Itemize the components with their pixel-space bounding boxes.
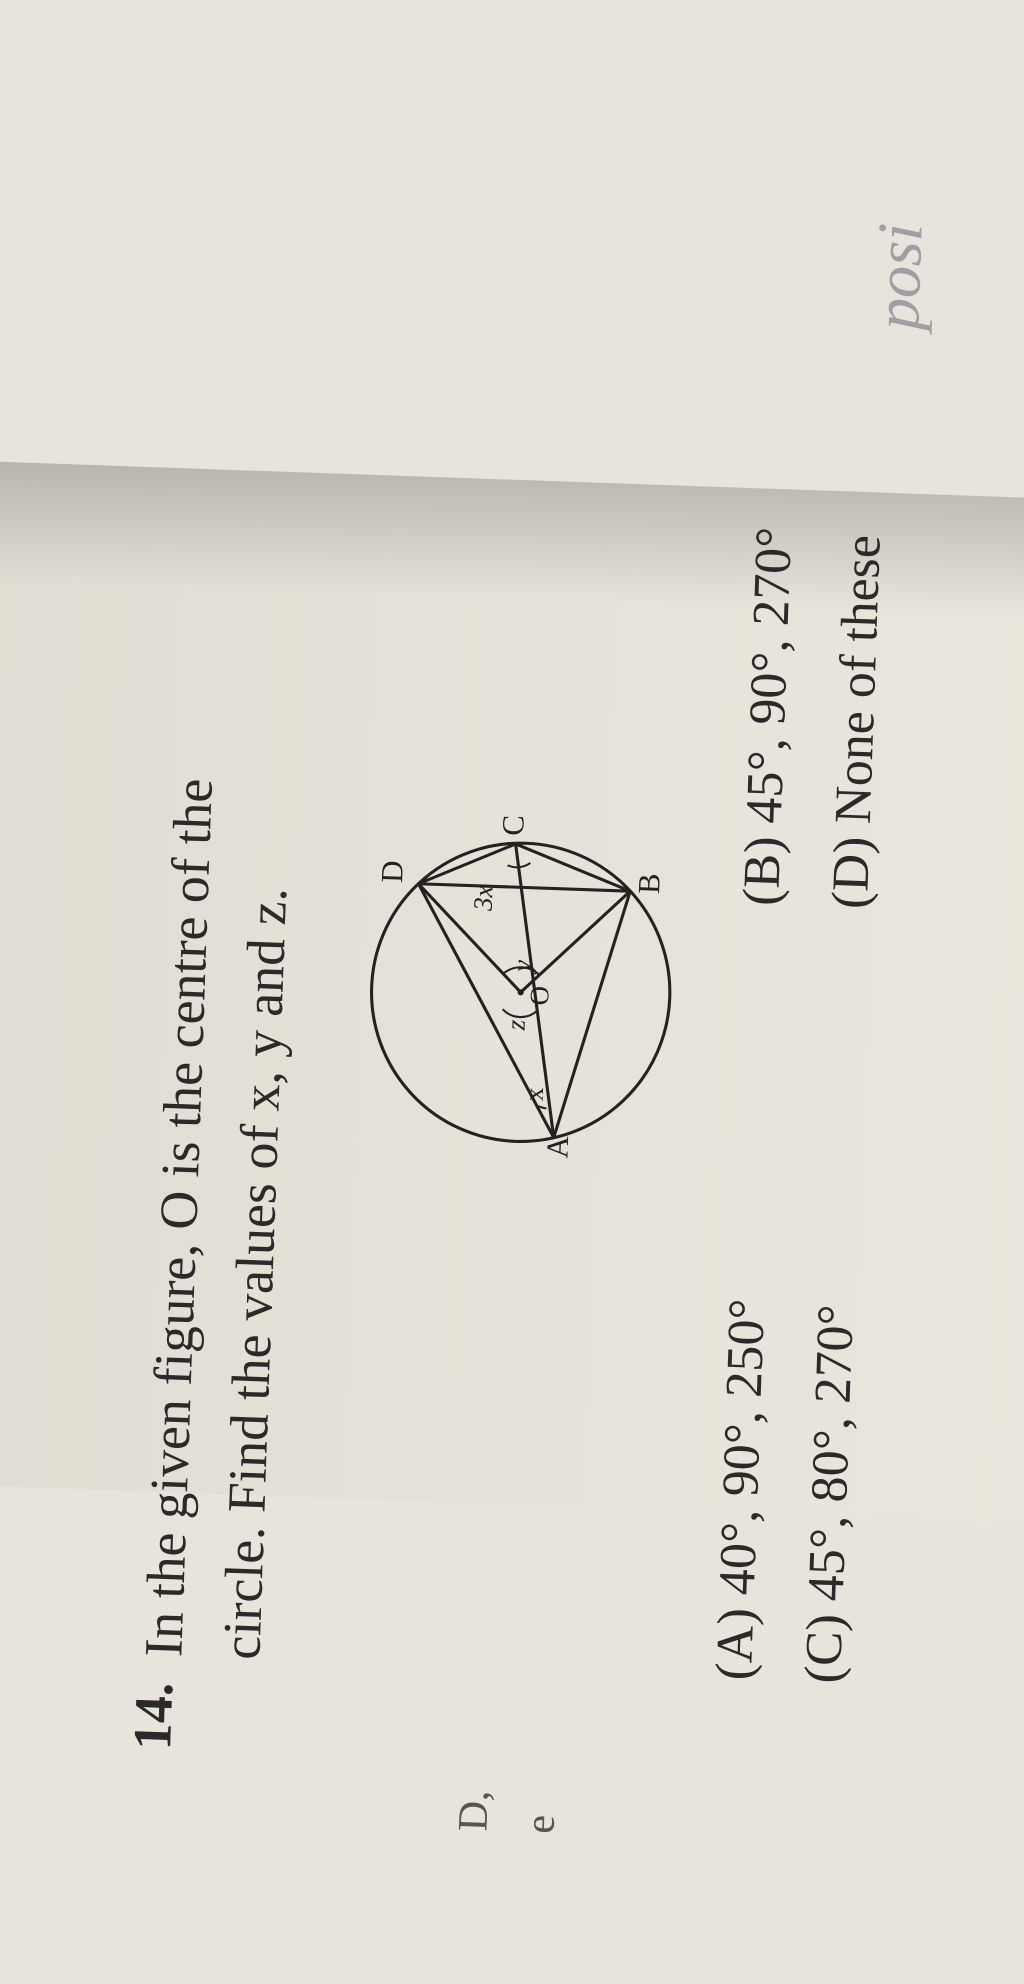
label-a: A	[540, 1135, 575, 1159]
label-c: C	[496, 814, 531, 836]
option-b: (B) 45°, 90°, 270°	[731, 230, 814, 907]
option-a: (A) 40°, 90°, 250°	[704, 1005, 787, 1682]
geometry-diagram: A D C B O x y z 3x	[333, 776, 707, 1208]
option-d-letter: (D)	[821, 836, 880, 910]
margin-marks: D, e	[440, 1789, 576, 1835]
chord-dc	[418, 841, 515, 888]
option-a-value: 40°, 90°, 250°	[708, 1298, 775, 1596]
margin-mark-1: D,	[440, 1789, 509, 1832]
chord-db	[418, 884, 630, 891]
label-o: O	[524, 985, 555, 1005]
options-grid: (A) 40°, 90°, 250° (B) 45°, 90°, 270° (C…	[704, 230, 903, 1684]
margin-mark-2: e	[507, 1792, 576, 1835]
label-x: x	[518, 1086, 548, 1101]
question-line-2: circle. Find the values of x, y and z.	[212, 887, 299, 1661]
question-line-1: In the given figure, O is the centre of …	[133, 778, 224, 1658]
label-3x: 3x	[467, 885, 498, 912]
option-a-letter: (A)	[705, 1607, 764, 1681]
label-b: B	[632, 873, 667, 895]
option-d-value: None of these	[824, 534, 891, 825]
label-d: D	[375, 860, 410, 883]
label-z: z	[500, 1019, 530, 1032]
option-d: (D) None of these	[820, 233, 903, 910]
option-b-value: 45°, 90°, 270°	[735, 526, 802, 824]
angle-z-arc	[502, 1009, 537, 1017]
option-b-letter: (B)	[732, 835, 791, 906]
option-c: (C) 45°, 80°, 270°	[793, 1008, 876, 1685]
question-block: D, e 14. In the given figure, O is the c…	[58, 128, 965, 1857]
option-c-letter: (C)	[794, 1613, 853, 1684]
handwriting-mark: posi	[860, 222, 938, 331]
option-c-value: 45°, 80°, 270°	[797, 1304, 864, 1602]
label-y: y	[506, 959, 537, 975]
question-number: 14.	[121, 1681, 185, 1751]
question-text: In the given figure, O is the centre of …	[124, 777, 311, 1661]
